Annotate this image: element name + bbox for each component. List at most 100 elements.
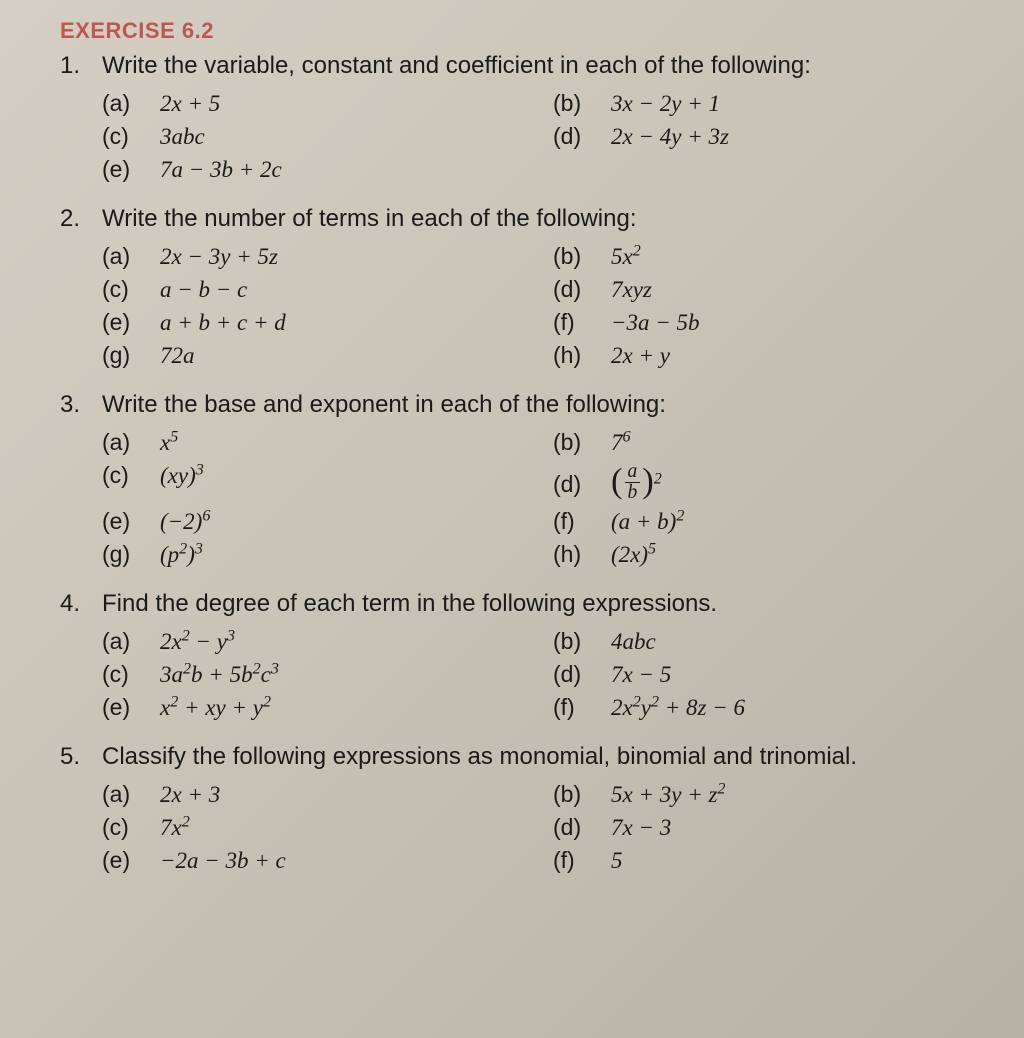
option-label: (a) [102,781,138,808]
option-content: (2x)5 [611,542,656,568]
question-5-options: (a)2x + 3(b)5x + 3y + z2(c)7x2(d)7x − 3(… [60,781,984,874]
question-1-options: (a) 2x + 5 (b) 3x − 2y + 1 (c) 3abc (d) … [60,90,984,183]
question-2-text: Write the number of terms in each of the… [102,205,636,233]
option-item: (e) a + b + c + d [102,309,533,336]
option-label: (g) [102,342,138,369]
option-content: 2x − 4y + 3z [611,124,729,150]
option-label: (f) [553,694,589,721]
option-content: 4abc [611,629,656,655]
option-label: (a) [102,429,138,456]
option-content: 5x + 3y + z2 [611,782,725,808]
option-1d: (d) 2x − 4y + 3z [553,123,984,150]
option-label: (h) [553,342,589,369]
option-content: x2 + xy + y2 [160,695,271,721]
option-item: (e) (−2)6 [102,508,533,535]
option-content: (p2)3 [160,542,203,568]
option-label: (c) [102,123,138,150]
option-content: 2x + y [611,343,670,369]
option-label: (c) [102,661,138,688]
option-item: (b) 5x + 3y + z2 [553,781,984,808]
option-label: (e) [102,694,138,721]
option-item: (c) 3a2b + 5b2c3 [102,661,533,688]
option-item: (e) x2 + xy + y2 [102,694,533,721]
option-content: (ab)2 [611,462,662,502]
option-label: (b) [553,90,589,117]
option-label: (e) [102,508,138,535]
option-item: (b) 5x2 [553,243,984,270]
question-2-header: 2. Write the number of terms in each of … [60,205,984,233]
question-5-header: 5. Classify the following expressions as… [60,743,984,771]
option-item: (g) 72a [102,342,533,369]
option-item: (a) x5 [102,429,533,456]
option-content: 7a − 3b + 2c [160,157,282,183]
option-1c: (c) 3abc [102,123,533,150]
option-content: 2x − 3y + 5z [160,244,278,270]
option-label: (b) [553,781,589,808]
option-content: (−2)6 [160,509,210,535]
option-label: (b) [553,243,589,270]
option-content: 2x2 − y3 [160,629,235,655]
option-item: (b) 4abc [553,628,984,655]
option-1a: (a) 2x + 5 [102,90,533,117]
option-1e: (e) 7a − 3b + 2c [102,156,533,183]
option-item: (c) a − b − c [102,276,533,303]
option-label: (c) [102,276,138,303]
option-content: 3a2b + 5b2c3 [160,662,279,688]
question-3: 3. Write the base and exponent in each o… [60,391,984,568]
option-label: (e) [102,309,138,336]
option-label: (c) [102,462,138,489]
question-2-options: (a)2x − 3y + 5z(b)5x2(c)a − b − c(d)7xyz… [60,243,984,369]
option-label: (d) [553,661,589,688]
option-content: 72a [160,343,195,369]
option-content: 7x2 [160,815,190,841]
option-content: (a + b)2 [611,509,684,535]
option-label: (f) [553,847,589,874]
option-content: 3abc [160,124,205,150]
option-label: (c) [102,814,138,841]
option-item: (g) (p2)3 [102,541,533,568]
option-label: (e) [102,847,138,874]
question-4-number: 4. [60,590,88,618]
option-item: (c)(xy)3 [102,462,533,502]
question-4-text: Find the degree of each term in the foll… [102,590,717,618]
option-content: 2x2y2 + 8z − 6 [611,695,745,721]
option-content: −2a − 3b + c [160,848,286,874]
question-3-header: 3. Write the base and exponent in each o… [60,391,984,419]
question-4-options: (a)2x2 − y3(b)4abc(c)3a2b + 5b2c3(d)7x −… [60,628,984,721]
question-3-text: Write the base and exponent in each of t… [102,391,666,419]
question-5-number: 5. [60,743,88,771]
option-content: 2x + 5 [160,91,220,117]
option-label: (a) [102,243,138,270]
option-content: 2x + 3 [160,782,220,808]
option-content: x5 [160,430,178,456]
option-label: (b) [553,628,589,655]
option-label: (f) [553,508,589,535]
option-item: (f) 2x2y2 + 8z − 6 [553,694,984,721]
option-label: (e) [102,156,138,183]
question-1-text: Write the variable, constant and coeffic… [102,52,811,80]
option-label: (g) [102,541,138,568]
question-2-number: 2. [60,205,88,233]
option-label: (f) [553,309,589,336]
question-5-text: Classify the following expressions as mo… [102,743,857,771]
option-content: 5 [611,848,623,874]
option-item: (f)−3a − 5b [553,309,984,336]
option-content: 5x2 [611,244,641,270]
question-4-header: 4. Find the degree of each term in the f… [60,590,984,618]
option-content: 7x − 5 [611,662,671,688]
option-content: 3x − 2y + 1 [611,91,720,117]
option-item: (c) 7x2 [102,814,533,841]
question-3-number: 3. [60,391,88,419]
option-content: 76 [611,430,631,456]
question-1-header: 1. Write the variable, constant and coef… [60,52,984,80]
option-item: (h) 2x + y [553,342,984,369]
option-label: (b) [553,429,589,456]
option-item: (d) 7x − 5 [553,661,984,688]
option-item: (f) (a + b)2 [553,508,984,535]
question-1-number: 1. [60,52,88,80]
option-item: (a) 2x − 3y + 5z [102,243,533,270]
option-content: a + b + c + d [160,310,286,336]
option-item: (f) 5 [553,847,984,874]
question-2: 2. Write the number of terms in each of … [60,205,984,369]
option-content: a − b − c [160,277,247,303]
